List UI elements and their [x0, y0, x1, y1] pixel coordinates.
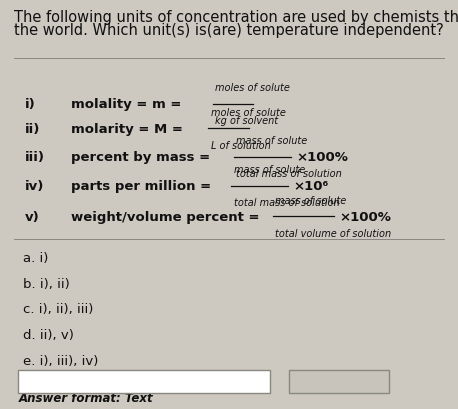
Text: molality = m =: molality = m =: [71, 98, 181, 111]
Text: mass of solute: mass of solute: [236, 136, 307, 146]
Text: total mass of solution: total mass of solution: [234, 198, 339, 207]
Text: d. ii), v): d. ii), v): [23, 328, 74, 342]
Text: percent by mass =: percent by mass =: [71, 151, 210, 164]
FancyBboxPatch shape: [289, 370, 389, 393]
Text: i): i): [25, 98, 36, 111]
Text: Submit: Submit: [317, 375, 361, 388]
Text: iii): iii): [25, 151, 45, 164]
Text: total mass of solution: total mass of solution: [236, 169, 342, 179]
Text: L of solution: L of solution: [211, 140, 270, 150]
Text: ×100%: ×100%: [296, 151, 348, 164]
Text: iv): iv): [25, 180, 44, 193]
Text: moles of solute: moles of solute: [215, 83, 290, 93]
Text: moles of solute: moles of solute: [211, 108, 285, 117]
Text: the world. Which unit(s) is(are) temperature independent?: the world. Which unit(s) is(are) tempera…: [14, 22, 443, 38]
Text: molarity = M =: molarity = M =: [71, 122, 183, 135]
Text: ii): ii): [25, 122, 41, 135]
Text: kg of solvent: kg of solvent: [215, 116, 278, 126]
Text: e. i), iii), iv): e. i), iii), iv): [23, 354, 98, 367]
Text: The following units of concentration are used by chemists throughout: The following units of concentration are…: [14, 10, 458, 25]
Text: a. i): a. i): [23, 251, 48, 264]
Text: Answer format: Text: Answer format: Text: [18, 391, 153, 404]
Text: ×100%: ×100%: [340, 210, 392, 223]
Text: v): v): [25, 210, 40, 223]
Text: total volume of solution: total volume of solution: [275, 228, 391, 238]
Text: ×10⁶: ×10⁶: [294, 180, 329, 193]
FancyBboxPatch shape: [18, 370, 270, 393]
Text: b. i), ii): b. i), ii): [23, 277, 70, 290]
Text: weight/volume percent =: weight/volume percent =: [71, 210, 260, 223]
Text: c. i), ii), iii): c. i), ii), iii): [23, 303, 93, 316]
Text: mass of solute: mass of solute: [275, 196, 346, 205]
Text: parts per million =: parts per million =: [71, 180, 211, 193]
Text: mass of solute: mass of solute: [234, 165, 305, 175]
